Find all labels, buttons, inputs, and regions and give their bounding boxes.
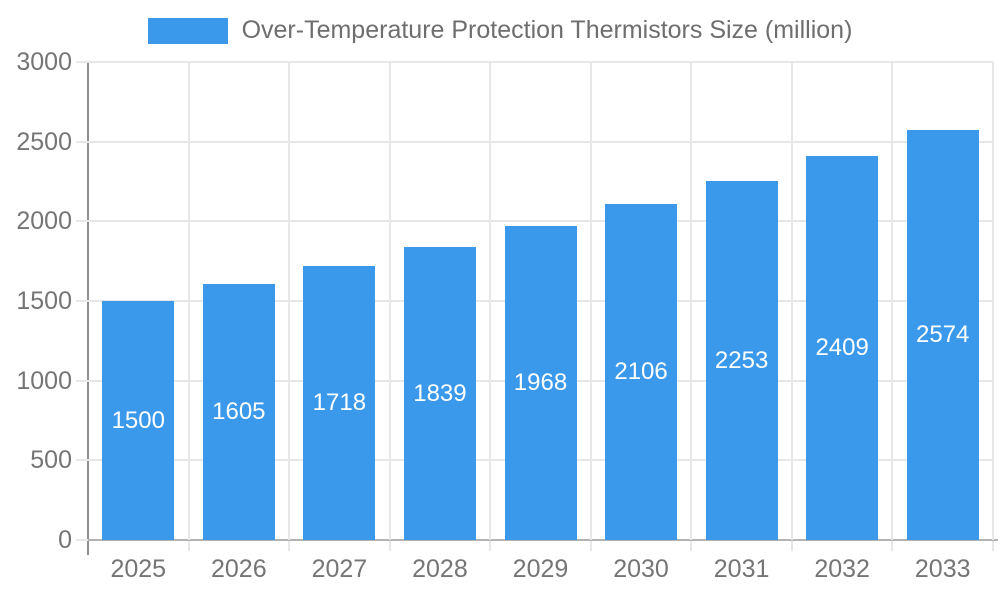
- x-axis-line: [88, 539, 998, 541]
- x-axis-label: 2033: [914, 555, 971, 583]
- bar[interactable]: 1605: [202, 284, 275, 540]
- y-axis-tick: [76, 459, 88, 462]
- y-axis-label: 2000: [16, 207, 72, 236]
- legend-swatch[interactable]: [147, 17, 228, 44]
- bar-value-label: 2106: [614, 358, 668, 386]
- bar-value-label: 2253: [714, 346, 769, 374]
- y-axis-tick: [76, 300, 88, 302]
- x-axis-tick: [589, 541, 592, 551]
- x-axis-tick: [790, 541, 793, 551]
- y-axis-tick: [76, 61, 88, 63]
- x-axis-label: 2031: [713, 555, 770, 583]
- h-gridline: [88, 220, 993, 223]
- x-axis-label: 2029: [512, 555, 569, 583]
- x-axis-tick: [891, 541, 894, 551]
- x-axis-label: 2030: [613, 555, 669, 583]
- v-gridline: [388, 62, 391, 540]
- v-gridline: [489, 62, 492, 540]
- x-axis-tick: [388, 541, 391, 551]
- x-axis-label: 2027: [311, 555, 368, 583]
- x-axis-label: 2032: [814, 555, 870, 583]
- bar-value-label: 2409: [815, 334, 869, 362]
- y-axis-tick: [76, 539, 88, 541]
- bar-value-label: 1839: [413, 379, 467, 407]
- legend-label: Over-Temperature Protection Thermistors …: [241, 16, 853, 44]
- plot-area: 1500 1605 1718 1839 1968 2106 2253 2409 2574: [88, 61, 994, 540]
- y-axis-tick: [76, 220, 88, 223]
- h-gridline: [88, 61, 993, 63]
- y-axis-tick: [76, 379, 88, 382]
- x-axis-tick: [690, 541, 693, 551]
- v-gridline: [690, 62, 693, 540]
- y-axis-tick: [76, 140, 88, 143]
- y-axis-label: 0: [58, 526, 72, 554]
- x-axis-tick: [992, 541, 994, 551]
- bar[interactable]: 2253: [705, 181, 778, 540]
- x-axis-label: 2025: [110, 555, 167, 583]
- x-axis-tick: [87, 541, 89, 555]
- bar-value-label: 1718: [312, 389, 367, 417]
- x-axis-tick: [288, 541, 291, 551]
- x-axis-tick: [489, 541, 492, 551]
- h-gridline: [88, 140, 993, 143]
- x-axis-tick: [187, 541, 190, 551]
- y-axis-label: 500: [30, 446, 72, 475]
- v-gridline: [992, 62, 994, 540]
- y-axis-label: 3000: [16, 48, 72, 76]
- bar-value-label: 1968: [513, 369, 568, 397]
- bar[interactable]: 2106: [605, 204, 678, 540]
- v-gridline: [589, 62, 592, 540]
- y-axis-label: 1000: [16, 366, 72, 395]
- bar[interactable]: 1718: [303, 266, 376, 540]
- bar[interactable]: 2574: [906, 129, 979, 540]
- x-axis-label: 2028: [412, 555, 468, 583]
- v-gridline: [790, 62, 793, 540]
- v-gridline: [891, 62, 894, 540]
- y-axis-line: [87, 62, 89, 554]
- bar-value-label: 1605: [212, 398, 266, 426]
- bar[interactable]: 1968: [504, 226, 577, 540]
- y-axis-label: 1500: [16, 287, 72, 315]
- bar[interactable]: 1839: [403, 247, 476, 540]
- bar[interactable]: 1500: [102, 301, 175, 540]
- legend[interactable]: Over-Temperature Protection Thermistors …: [0, 16, 1000, 45]
- y-axis-label: 2500: [16, 127, 72, 156]
- bar-value-label: 2574: [916, 320, 970, 348]
- bar[interactable]: 2409: [806, 156, 879, 540]
- v-gridline: [187, 62, 190, 540]
- bar-value-label: 1500: [111, 406, 165, 434]
- v-gridline: [288, 62, 291, 540]
- x-axis-label: 2026: [211, 555, 267, 583]
